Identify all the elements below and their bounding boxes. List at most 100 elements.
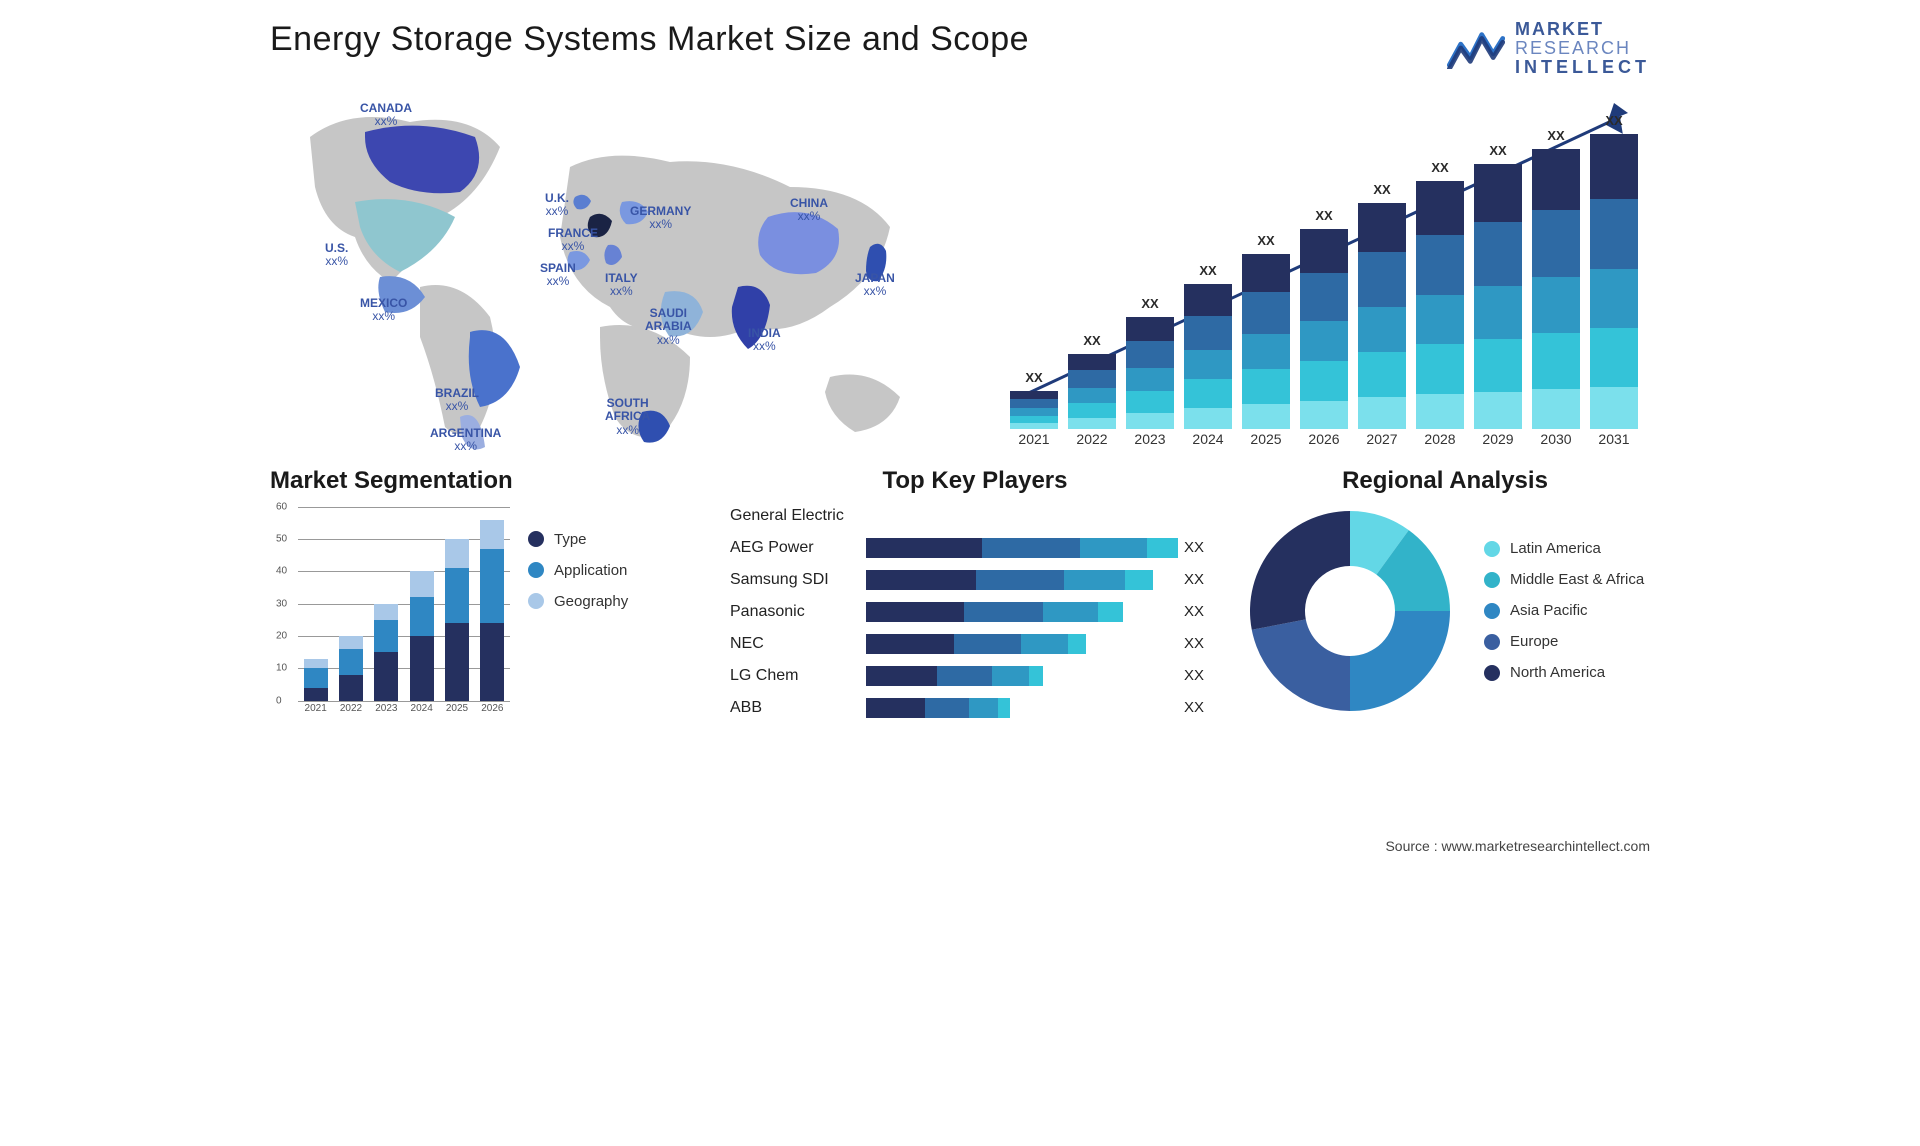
map-label: SOUTHAFRICAxx% [605,397,650,438]
legend-label: Type [554,531,587,548]
growth-bar [1474,164,1522,429]
seg-ytick: 20 [276,631,287,642]
seg-year-label: 2026 [481,703,503,714]
growth-year-label: 2021 [1018,431,1049,447]
player-bar [866,698,1010,718]
map-label: GERMANYxx% [630,205,691,233]
legend-item: Latin America [1484,540,1644,557]
player-row: PanasonicXX [730,597,1220,627]
seg-bar [445,539,469,701]
seg-year-label: 2024 [411,703,433,714]
legend-swatch-icon [1484,603,1500,619]
legend-swatch-icon [528,562,544,578]
growth-bar [1532,149,1580,429]
legend-swatch-icon [1484,572,1500,588]
growth-year-label: 2028 [1424,431,1455,447]
growth-year-label: 2022 [1076,431,1107,447]
map-label: INDIAxx% [748,327,781,355]
players-title: Top Key Players [730,467,1220,495]
player-bar [866,666,1043,686]
seg-year-label: 2022 [340,703,362,714]
growth-bar-label: XX [1257,233,1274,248]
regional-donut-chart [1240,501,1460,721]
seg-ytick: 60 [276,501,287,512]
growth-year-label: 2025 [1250,431,1281,447]
page-title: Energy Storage Systems Market Size and S… [270,20,1029,59]
seg-year-label: 2021 [305,703,327,714]
legend-label: Europe [1510,633,1558,650]
legend-item: Geography [528,593,628,610]
growth-bar [1590,134,1638,429]
seg-bar [410,571,434,700]
donut-slice [1350,611,1450,711]
player-row: General Electric [730,501,1220,531]
brand-line-1: MARKET [1515,20,1650,39]
legend-label: Middle East & Africa [1510,571,1644,588]
legend-item: Europe [1484,633,1644,650]
map-label: CHINAxx% [790,197,828,225]
map-label: SPAINxx% [540,262,576,290]
player-row: Samsung SDIXX [730,565,1220,595]
regional-panel: Regional Analysis Latin AmericaMiddle Ea… [1240,467,1650,723]
seg-bar [480,520,504,701]
growth-year-label: 2029 [1482,431,1513,447]
legend-swatch-icon [1484,541,1500,557]
legend-item: Type [528,531,628,548]
player-row: NECXX [730,629,1220,659]
growth-bar [1010,391,1058,429]
brand-line-2: RESEARCH [1515,39,1650,58]
growth-bar-label: XX [1547,128,1564,143]
legend-label: Latin America [1510,540,1601,557]
donut-slice [1250,511,1350,630]
growth-year-label: 2026 [1308,431,1339,447]
legend-item: Middle East & Africa [1484,571,1644,588]
player-row: LG ChemXX [730,661,1220,691]
legend-swatch-icon [1484,665,1500,681]
legend-item: Asia Pacific [1484,602,1644,619]
legend-label: North America [1510,664,1605,681]
legend-item: Application [528,562,628,579]
growth-bar-label: XX [1199,263,1216,278]
legend-swatch-icon [528,593,544,609]
player-name: NEC [730,635,860,653]
player-name: ABB [730,699,860,717]
player-bar [866,570,1154,590]
seg-ytick: 10 [276,663,287,674]
growth-bar [1358,203,1406,429]
growth-bar [1416,181,1464,429]
world-map: CANADAxx% U.S.xx% MEXICOxx% BRAZILxx% ARGENT… [270,77,970,457]
regional-legend: Latin America Middle East & Africa Asia Pa… [1484,540,1644,681]
seg-ytick: 30 [276,598,287,609]
growth-bar-label: XX [1315,208,1332,223]
legend-label: Application [554,562,627,579]
seg-bar [304,659,328,701]
map-label: BRAZILxx% [435,387,479,415]
seg-year-label: 2025 [446,703,468,714]
map-label: CANADAxx% [360,102,412,130]
donut-slice [1252,619,1350,711]
legend-swatch-icon [528,531,544,547]
growth-bar-label: XX [1025,370,1042,385]
seg-year-label: 2023 [375,703,397,714]
seg-ytick: 0 [276,695,282,706]
map-label: JAPANxx% [855,272,895,300]
growth-year-label: 2027 [1366,431,1397,447]
player-value: XX [1184,699,1220,716]
brand-logo: MARKET RESEARCH INTELLECT [1447,20,1650,77]
player-name: LG Chem [730,667,860,685]
map-label: ARGENTINAxx% [430,427,501,455]
growth-chart: XXXXXXXXXXXXXXXXXXXXXX 20212022202320242… [1000,77,1650,457]
growth-bar [1184,284,1232,429]
brand-line-3: INTELLECT [1515,58,1650,77]
map-label: MEXICOxx% [360,297,407,325]
growth-bar-label: XX [1489,143,1506,158]
map-label: U.S.xx% [325,242,348,270]
map-label: SAUDIARABIAxx% [645,307,692,348]
growth-year-label: 2023 [1134,431,1165,447]
map-label: U.K.xx% [545,192,569,220]
player-bar [866,602,1123,622]
player-name: AEG Power [730,539,860,557]
seg-ytick: 50 [276,534,287,545]
player-name: General Electric [730,507,860,525]
player-value: XX [1184,539,1220,556]
